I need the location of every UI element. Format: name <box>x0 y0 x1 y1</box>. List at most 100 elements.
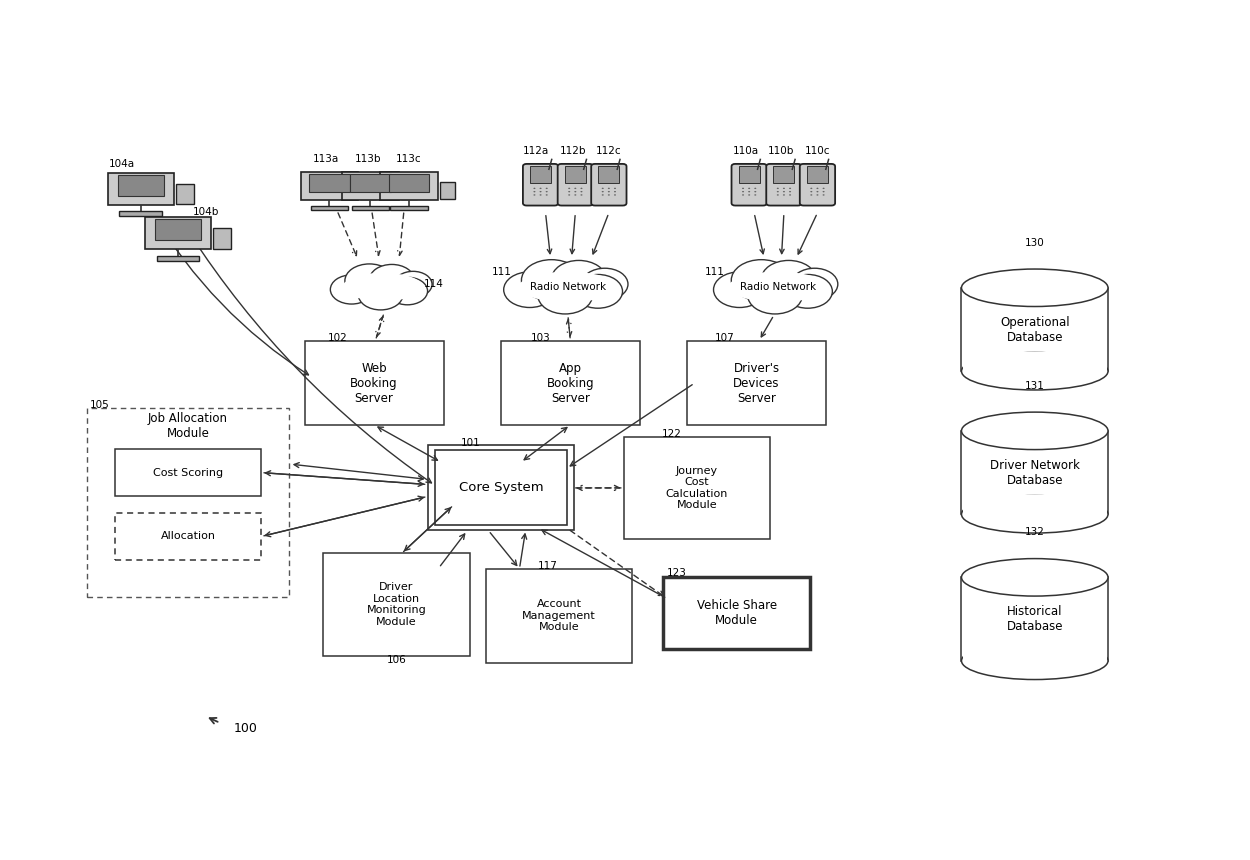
Text: 105: 105 <box>90 400 110 410</box>
Circle shape <box>614 194 616 196</box>
Ellipse shape <box>519 272 618 302</box>
Text: 104b: 104b <box>192 207 219 217</box>
FancyBboxPatch shape <box>156 255 200 261</box>
Circle shape <box>546 194 548 196</box>
FancyBboxPatch shape <box>808 167 828 183</box>
Text: Operational
Database: Operational Database <box>1000 316 1070 343</box>
Text: Allocation: Allocation <box>160 531 215 542</box>
Ellipse shape <box>729 272 828 302</box>
Text: Driver's
Devices
Server: Driver's Devices Server <box>734 362 780 405</box>
FancyBboxPatch shape <box>350 174 390 193</box>
Circle shape <box>749 194 750 196</box>
Text: 114: 114 <box>424 279 444 288</box>
FancyBboxPatch shape <box>380 172 438 200</box>
FancyBboxPatch shape <box>305 341 444 425</box>
FancyBboxPatch shape <box>962 352 1106 372</box>
FancyBboxPatch shape <box>961 288 1108 372</box>
Circle shape <box>742 187 744 189</box>
FancyBboxPatch shape <box>310 174 350 193</box>
Circle shape <box>601 194 604 196</box>
FancyBboxPatch shape <box>214 229 231 249</box>
Circle shape <box>754 191 756 193</box>
Circle shape <box>791 268 838 300</box>
Circle shape <box>749 191 750 193</box>
FancyBboxPatch shape <box>624 437 770 539</box>
FancyBboxPatch shape <box>435 451 566 525</box>
Ellipse shape <box>961 353 1108 390</box>
Circle shape <box>742 191 744 193</box>
Text: App
Booking
Server: App Booking Server <box>546 362 594 405</box>
Text: 132: 132 <box>1025 527 1045 538</box>
Text: Journey
Cost
Calculation
Module: Journey Cost Calculation Module <box>666 465 729 510</box>
FancyBboxPatch shape <box>440 182 455 200</box>
Circle shape <box>614 187 616 189</box>
FancyBboxPatch shape <box>961 431 1108 514</box>
Text: 106: 106 <box>386 655 406 665</box>
Circle shape <box>754 194 756 196</box>
Circle shape <box>822 187 825 189</box>
Circle shape <box>580 194 582 196</box>
Text: 112c: 112c <box>596 145 621 156</box>
Circle shape <box>601 187 604 189</box>
Circle shape <box>540 187 541 189</box>
Circle shape <box>388 277 428 304</box>
Circle shape <box>580 187 582 189</box>
Circle shape <box>782 194 785 196</box>
Circle shape <box>574 191 576 193</box>
Text: 107: 107 <box>715 333 734 343</box>
Circle shape <box>370 264 414 295</box>
FancyBboxPatch shape <box>155 219 201 240</box>
Ellipse shape <box>961 642 1108 679</box>
Circle shape <box>810 187 812 189</box>
Circle shape <box>574 274 622 308</box>
FancyBboxPatch shape <box>558 164 592 206</box>
Circle shape <box>748 276 802 314</box>
Text: 112b: 112b <box>560 145 586 156</box>
FancyBboxPatch shape <box>107 173 174 205</box>
Text: 102: 102 <box>329 333 348 343</box>
Text: 113c: 113c <box>396 154 421 164</box>
Circle shape <box>776 191 779 193</box>
Circle shape <box>608 194 610 196</box>
Text: 101: 101 <box>461 438 481 448</box>
Circle shape <box>569 187 570 189</box>
Text: 123: 123 <box>668 568 688 578</box>
FancyBboxPatch shape <box>486 568 632 662</box>
Text: Account
Management
Module: Account Management Module <box>522 599 596 632</box>
Circle shape <box>608 191 610 193</box>
Text: 130: 130 <box>1025 237 1045 248</box>
Text: 113a: 113a <box>312 154 339 164</box>
Ellipse shape <box>342 273 422 301</box>
FancyBboxPatch shape <box>565 167 586 183</box>
Circle shape <box>540 194 541 196</box>
FancyBboxPatch shape <box>401 182 416 200</box>
Circle shape <box>581 268 628 300</box>
FancyBboxPatch shape <box>324 554 470 655</box>
FancyBboxPatch shape <box>766 164 801 206</box>
Circle shape <box>546 187 548 189</box>
Text: Vehicle Share
Module: Vehicle Share Module <box>696 599 776 627</box>
Circle shape <box>782 187 785 189</box>
Circle shape <box>538 276 592 314</box>
Circle shape <box>534 187 535 189</box>
Circle shape <box>816 194 819 196</box>
Text: 110c: 110c <box>805 145 830 156</box>
Text: 110b: 110b <box>769 145 795 156</box>
Circle shape <box>761 261 816 298</box>
Circle shape <box>789 187 791 189</box>
FancyBboxPatch shape <box>115 449 261 496</box>
Circle shape <box>580 191 582 193</box>
Circle shape <box>749 187 750 189</box>
FancyBboxPatch shape <box>351 206 389 210</box>
Circle shape <box>714 272 765 308</box>
Text: Radio Network: Radio Network <box>530 282 606 292</box>
Circle shape <box>394 272 432 298</box>
FancyBboxPatch shape <box>176 184 194 205</box>
Circle shape <box>551 261 606 298</box>
FancyBboxPatch shape <box>962 494 1106 514</box>
Text: 100: 100 <box>234 722 258 734</box>
Circle shape <box>614 191 616 193</box>
FancyBboxPatch shape <box>688 341 826 425</box>
FancyBboxPatch shape <box>311 206 349 210</box>
Text: 122: 122 <box>662 429 682 439</box>
